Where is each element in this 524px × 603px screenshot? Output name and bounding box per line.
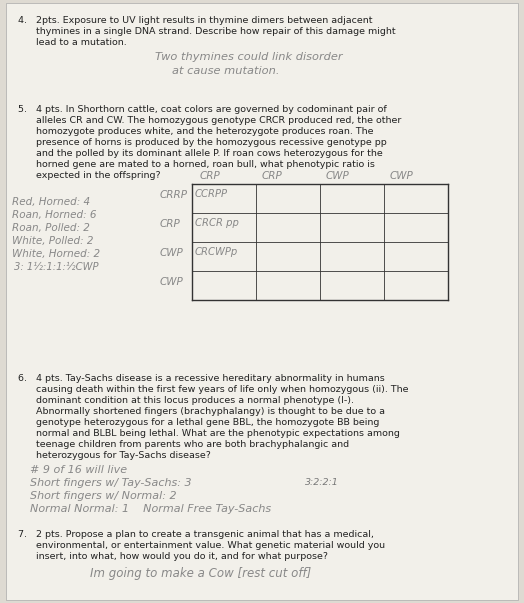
- Text: 3:2:2:1: 3:2:2:1: [305, 478, 339, 487]
- Text: environmental, or entertainment value. What genetic material would you: environmental, or entertainment value. W…: [18, 541, 385, 550]
- Text: Roan, Horned: 6: Roan, Horned: 6: [12, 210, 96, 220]
- Text: CRCR pp: CRCR pp: [195, 218, 239, 228]
- Text: insert, into what, how would you do it, and for what purpose?: insert, into what, how would you do it, …: [18, 552, 328, 561]
- Text: 5.   4 pts. In Shorthorn cattle, coat colors are governed by codominant pair of: 5. 4 pts. In Shorthorn cattle, coat colo…: [18, 105, 387, 114]
- Text: CRP: CRP: [200, 171, 221, 181]
- Text: CRRP: CRRP: [160, 190, 188, 200]
- Text: at cause mutation.: at cause mutation.: [172, 66, 279, 76]
- Text: CWP: CWP: [160, 277, 184, 287]
- Text: 6.   4 pts. Tay-Sachs disease is a recessive hereditary abnormality in humans: 6. 4 pts. Tay-Sachs disease is a recessi…: [18, 374, 385, 383]
- Text: lead to a mutation.: lead to a mutation.: [18, 38, 127, 47]
- Text: White, Polled: 2: White, Polled: 2: [12, 236, 93, 246]
- Text: and the polled by its dominant allele P. If roan cows heterozygous for the: and the polled by its dominant allele P.…: [18, 149, 383, 158]
- Text: Normal Normal: 1    Normal Free Tay-Sachs: Normal Normal: 1 Normal Free Tay-Sachs: [30, 504, 271, 514]
- Text: normal and BLBL being lethal. What are the phenotypic expectations among: normal and BLBL being lethal. What are t…: [18, 429, 400, 438]
- Text: # 9 of 16 will live: # 9 of 16 will live: [30, 465, 127, 475]
- Text: 3: 1½:1:1:½CWP: 3: 1½:1:1:½CWP: [14, 262, 99, 272]
- Text: CWP: CWP: [390, 171, 414, 181]
- Text: CCRPP: CCRPP: [195, 189, 228, 199]
- Text: Roan, Polled: 2: Roan, Polled: 2: [12, 223, 90, 233]
- Text: alleles CR and CW. The homozygous genotype CRCR produced red, the other: alleles CR and CW. The homozygous genoty…: [18, 116, 401, 125]
- Text: thymines in a single DNA strand. Describe how repair of this damage might: thymines in a single DNA strand. Describ…: [18, 27, 396, 36]
- Text: teenage children from parents who are both brachyphalangic and: teenage children from parents who are bo…: [18, 440, 349, 449]
- Text: Short fingers w/ Normal: 2: Short fingers w/ Normal: 2: [30, 491, 177, 501]
- Text: CRCWPp: CRCWPp: [195, 247, 238, 257]
- Text: 4.   2pts. Exposure to UV light results in thymine dimers between adjacent: 4. 2pts. Exposure to UV light results in…: [18, 16, 373, 25]
- Text: heterozygous for Tay-Sachs disease?: heterozygous for Tay-Sachs disease?: [18, 451, 211, 460]
- Text: dominant condition at this locus produces a normal phenotype (I-).: dominant condition at this locus produce…: [18, 396, 354, 405]
- Text: CRP: CRP: [160, 219, 181, 229]
- Text: horned gene are mated to a horned, roan bull, what phenotypic ratio is: horned gene are mated to a horned, roan …: [18, 160, 375, 169]
- Text: CRP: CRP: [262, 171, 283, 181]
- Text: Red, Horned: 4: Red, Horned: 4: [12, 197, 90, 207]
- Text: White, Horned: 2: White, Horned: 2: [12, 249, 100, 259]
- Text: Short fingers w/ Tay-Sachs: 3: Short fingers w/ Tay-Sachs: 3: [30, 478, 192, 488]
- Text: Im going to make a Cow [rest cut off]: Im going to make a Cow [rest cut off]: [90, 567, 311, 580]
- Text: genotype heterozygous for a lethal gene BBL, the homozygote BB being: genotype heterozygous for a lethal gene …: [18, 418, 379, 427]
- Text: expected in the offspring?: expected in the offspring?: [18, 171, 161, 180]
- Text: presence of horns is produced by the homozygous recessive genotype pp: presence of horns is produced by the hom…: [18, 138, 387, 147]
- Text: homozygote produces white, and the heterozygote produces roan. The: homozygote produces white, and the heter…: [18, 127, 374, 136]
- Text: Abnormally shortened fingers (brachyphalangy) is thought to be due to a: Abnormally shortened fingers (brachyphal…: [18, 407, 385, 416]
- Text: CWP: CWP: [326, 171, 350, 181]
- Text: causing death within the first few years of life only when homozygous (ii). The: causing death within the first few years…: [18, 385, 409, 394]
- Text: Two thymines could link disorder: Two thymines could link disorder: [155, 52, 343, 62]
- Text: 7.   2 pts. Propose a plan to create a transgenic animal that has a medical,: 7. 2 pts. Propose a plan to create a tra…: [18, 530, 374, 539]
- Text: CWP: CWP: [160, 248, 184, 258]
